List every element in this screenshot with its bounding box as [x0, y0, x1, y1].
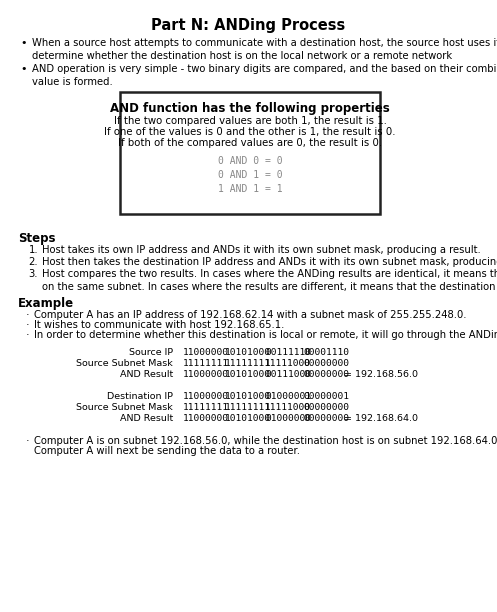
Text: AND operation is very simple - two binary digits are compared, and the based on : AND operation is very simple - two binar…	[32, 64, 497, 87]
Text: Computer A is on subnet 192.168.56.0, while the destination host is on subnet 19: Computer A is on subnet 192.168.56.0, wh…	[34, 436, 497, 446]
Text: Source IP: Source IP	[129, 348, 173, 357]
Text: 1 AND 1 = 1: 1 AND 1 = 1	[218, 184, 282, 194]
Text: 00000000: 00000000	[303, 370, 349, 379]
Text: 00000000: 00000000	[303, 359, 349, 368]
Text: If both of the compared values are 0, the result is 0.: If both of the compared values are 0, th…	[118, 138, 382, 148]
Text: 0 AND 0 = 0: 0 AND 0 = 0	[218, 156, 282, 166]
Text: 00111110: 00111110	[265, 348, 311, 357]
Text: 11000000: 11000000	[183, 370, 229, 379]
Text: 3.: 3.	[28, 269, 38, 279]
Text: ·: ·	[26, 330, 30, 340]
Text: 11111111: 11111111	[183, 403, 229, 412]
Text: AND function has the following properties: AND function has the following propertie…	[110, 102, 390, 115]
Text: 11111111: 11111111	[183, 359, 229, 368]
Text: 11111000: 11111000	[265, 359, 311, 368]
Text: ·: ·	[26, 436, 30, 446]
Text: Computer A will next be sending the data to a router.: Computer A will next be sending the data…	[34, 446, 300, 456]
Text: ·: ·	[26, 310, 30, 320]
Text: 00000001: 00000001	[303, 392, 349, 401]
Text: When a source host attempts to communicate with a destination host, the source h: When a source host attempts to communica…	[32, 38, 497, 61]
Text: 01000000: 01000000	[265, 414, 311, 423]
Text: 10101000: 10101000	[225, 370, 271, 379]
Text: It wishes to communicate with host 192.168.65.1.: It wishes to communicate with host 192.1…	[34, 320, 284, 330]
Text: Part N: ANDing Process: Part N: ANDing Process	[152, 18, 345, 33]
Text: Host then takes the destination IP address and ANDs it with its own subnet mask,: Host then takes the destination IP addre…	[42, 257, 497, 267]
Text: Host compares the two results. In cases where the ANDing results are identical, : Host compares the two results. In cases …	[42, 269, 497, 292]
Text: ·: ·	[26, 320, 30, 330]
Text: AND Result: AND Result	[120, 414, 173, 423]
Text: Host takes its own IP address and ANDs it with its own subnet mask, producing a : Host takes its own IP address and ANDs i…	[42, 245, 481, 255]
Text: Source Subnet Mask: Source Subnet Mask	[76, 359, 173, 368]
Text: = 192.168.56.0: = 192.168.56.0	[344, 370, 418, 379]
Text: 11000000: 11000000	[183, 348, 229, 357]
Text: Steps: Steps	[18, 232, 56, 245]
Text: 01000001: 01000001	[265, 392, 311, 401]
Text: = 192.168.64.0: = 192.168.64.0	[344, 414, 418, 423]
Text: 00111000: 00111000	[265, 370, 311, 379]
Text: 00000000: 00000000	[303, 403, 349, 412]
Text: Destination IP: Destination IP	[107, 392, 173, 401]
Text: Computer A has an IP address of 192.168.62.14 with a subnet mask of 255.255.248.: Computer A has an IP address of 192.168.…	[34, 310, 467, 320]
Text: If one of the values is 0 and the other is 1, the result is 0.: If one of the values is 0 and the other …	[104, 127, 396, 137]
Text: •: •	[20, 38, 26, 48]
Text: 2.: 2.	[28, 257, 38, 267]
Text: 11111000: 11111000	[265, 403, 311, 412]
Text: 11111111: 11111111	[225, 403, 271, 412]
Text: In order to determine whether this destination is local or remote, it will go th: In order to determine whether this desti…	[34, 330, 497, 340]
Text: 11000000: 11000000	[183, 414, 229, 423]
Text: 11111111: 11111111	[225, 359, 271, 368]
Text: 10101000: 10101000	[225, 348, 271, 357]
Text: 00000000: 00000000	[303, 414, 349, 423]
Text: 10101000: 10101000	[225, 414, 271, 423]
Text: 11000000: 11000000	[183, 392, 229, 401]
Text: If the two compared values are both 1, the result is 1.: If the two compared values are both 1, t…	[113, 116, 387, 126]
Text: Source Subnet Mask: Source Subnet Mask	[76, 403, 173, 412]
Text: Example: Example	[18, 297, 74, 310]
Text: AND Result: AND Result	[120, 370, 173, 379]
Text: 1.: 1.	[28, 245, 38, 255]
Text: •: •	[20, 64, 26, 74]
Bar	[120, 92, 380, 214]
Text: 00001110: 00001110	[303, 348, 349, 357]
Text: 0 AND 1 = 0: 0 AND 1 = 0	[218, 170, 282, 180]
Text: 10101000: 10101000	[225, 392, 271, 401]
